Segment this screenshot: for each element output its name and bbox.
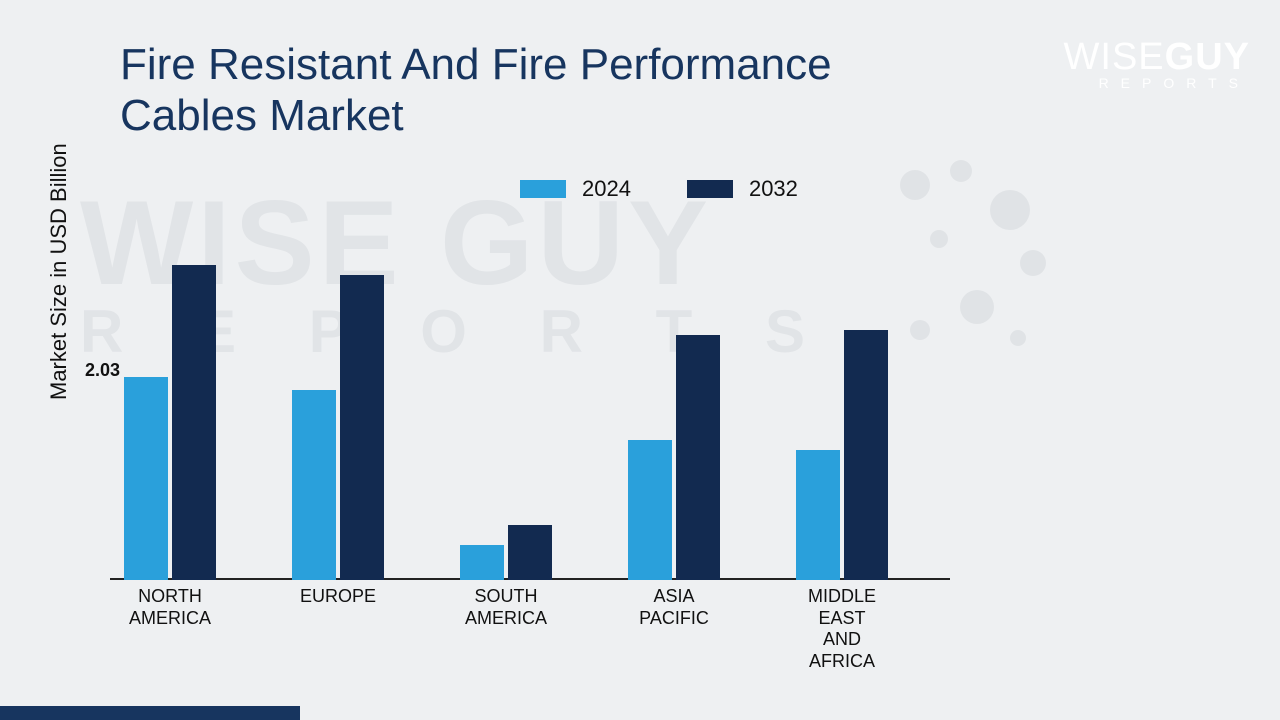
legend-label: 2024 — [582, 176, 631, 202]
chart-title: Fire Resistant And Fire Performance Cabl… — [120, 40, 900, 141]
brand-guy: GUY — [1165, 36, 1250, 78]
y-axis-label: Market Size in USD Billion — [46, 143, 72, 400]
legend-item-2024: 2024 — [520, 176, 631, 202]
category-label: SOUTH AMERICA — [436, 580, 576, 629]
legend: 2024 2032 — [520, 176, 798, 202]
bar-2024 — [292, 390, 336, 580]
bar-2024 — [628, 440, 672, 580]
legend-swatch — [520, 180, 566, 198]
bar-2032 — [508, 525, 552, 580]
category-label: NORTH AMERICA — [100, 580, 240, 629]
legend-item-2032: 2032 — [687, 176, 798, 202]
bar-2032 — [844, 330, 888, 580]
legend-swatch — [687, 180, 733, 198]
brand-logo: WISEGUY REPORTS — [1064, 36, 1250, 91]
stage: WISE GUY R E P O R T S Fire Resistant An… — [0, 0, 1280, 720]
brand-main: WISEGUY — [1064, 36, 1250, 79]
right-panel — [960, 0, 1280, 720]
bar-2024 — [460, 545, 504, 580]
category-label: EUROPE — [268, 580, 408, 608]
bar-2032 — [340, 275, 384, 580]
brand-wise: WISE — [1064, 36, 1165, 78]
chart-area: 2.03NORTH AMERICAEUROPESOUTH AMERICAASIA… — [110, 220, 950, 580]
category-label: MIDDLE EAST AND AFRICA — [772, 580, 912, 672]
bar-2024 — [796, 450, 840, 580]
bar-2032 — [172, 265, 216, 580]
footer-accent-bar — [0, 706, 300, 720]
category-label: ASIA PACIFIC — [604, 580, 744, 629]
bar-2032 — [676, 335, 720, 580]
value-label: 2.03 — [70, 360, 120, 381]
bar-2024 — [124, 377, 168, 580]
legend-label: 2032 — [749, 176, 798, 202]
